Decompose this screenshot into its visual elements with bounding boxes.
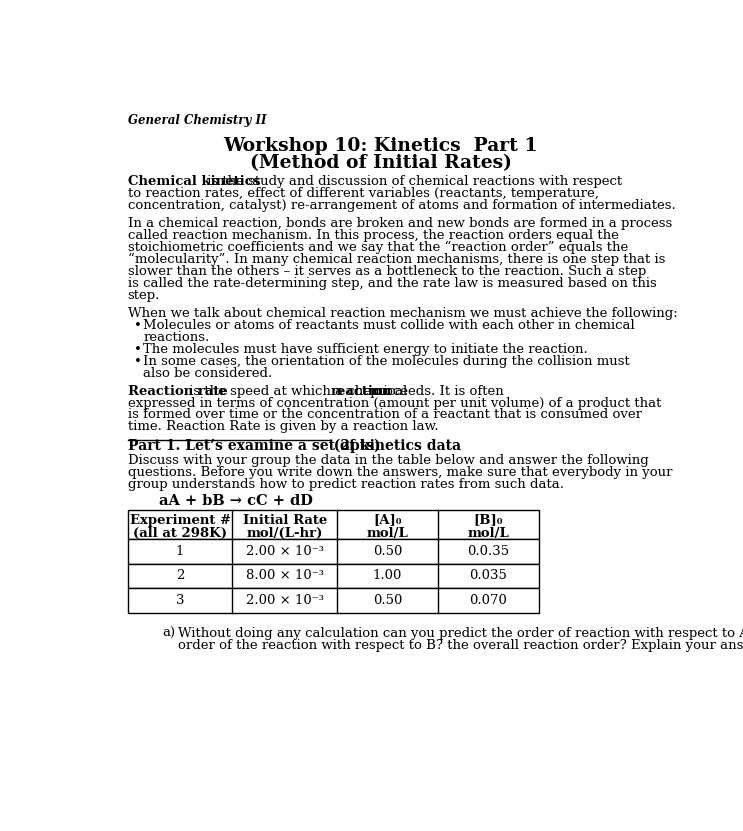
Text: mol/L: mol/L	[467, 527, 509, 539]
Text: also be considered.: also be considered.	[143, 366, 273, 380]
Text: is the speed at which a chemical: is the speed at which a chemical	[185, 385, 412, 397]
Text: step.: step.	[128, 288, 160, 302]
Text: Molecules or atoms of reactants must collide with each other in chemical: Molecules or atoms of reactants must col…	[143, 319, 635, 332]
Text: When we talk about chemical reaction mechanism we must achieve the following:: When we talk about chemical reaction mec…	[128, 307, 678, 320]
Text: stoichiometric coefficients and we say that the “reaction order” equals the: stoichiometric coefficients and we say t…	[128, 241, 628, 254]
Text: to reaction rates, effect of different variables (reactants, temperature,: to reaction rates, effect of different v…	[128, 187, 599, 200]
Text: 1.00: 1.00	[373, 569, 402, 583]
Text: 0.50: 0.50	[373, 594, 402, 607]
Text: slower than the others – it serves as a bottleneck to the reaction. Such a step: slower than the others – it serves as a …	[128, 265, 646, 278]
Text: (2pts): (2pts)	[329, 439, 380, 453]
Text: 2.00 × 10⁻³: 2.00 × 10⁻³	[246, 594, 324, 607]
Text: General Chemistry II: General Chemistry II	[128, 114, 266, 126]
Text: Experiment #: Experiment #	[129, 514, 230, 527]
Text: order of the reaction with respect to B? the overall reaction order? Explain you: order of the reaction with respect to B?…	[178, 639, 743, 652]
Text: 3: 3	[176, 594, 184, 607]
Text: 0.035: 0.035	[469, 569, 507, 583]
Text: 0.50: 0.50	[373, 545, 402, 558]
Text: Reaction rate: Reaction rate	[128, 385, 227, 397]
Text: •: •	[134, 319, 142, 332]
Text: •: •	[134, 355, 142, 367]
Text: 0.070: 0.070	[469, 594, 507, 607]
Text: concentration, catalyst) re-arrangement of atoms and formation of intermediates.: concentration, catalyst) re-arrangement …	[128, 199, 675, 212]
Text: 2: 2	[176, 569, 184, 583]
Text: is called the rate-determining step, and the rate law is measured based on this: is called the rate-determining step, and…	[128, 277, 657, 290]
FancyBboxPatch shape	[128, 588, 539, 613]
Text: proceeds. It is often: proceeds. It is often	[366, 385, 504, 397]
Text: Chemical kinetics: Chemical kinetics	[128, 175, 260, 188]
FancyBboxPatch shape	[128, 563, 539, 588]
Text: [A]₀: [A]₀	[373, 514, 402, 527]
Text: aA + bB → cC + dD: aA + bB → cC + dD	[159, 494, 313, 508]
Text: questions. Before you write down the answers, make sure that everybody in your: questions. Before you write down the ans…	[128, 466, 672, 479]
Text: is formed over time or the concentration of a reactant that is consumed over: is formed over time or the concentration…	[128, 409, 642, 421]
Text: (all at 298K): (all at 298K)	[133, 527, 227, 539]
Text: is the study and discussion of chemical reactions with respect: is the study and discussion of chemical …	[203, 175, 622, 188]
Text: Workshop 10: Kinetics  Part 1: Workshop 10: Kinetics Part 1	[224, 136, 538, 155]
Text: Discuss with your group the data in the table below and answer the following: Discuss with your group the data in the …	[128, 455, 649, 467]
Text: mol/L: mol/L	[366, 527, 408, 539]
Text: •: •	[134, 342, 142, 356]
Text: 8.00 × 10⁻³: 8.00 × 10⁻³	[246, 569, 324, 583]
Text: 0.0.35: 0.0.35	[467, 545, 509, 558]
Text: (Method of Initial Rates): (Method of Initial Rates)	[250, 154, 512, 172]
Text: 2.00 × 10⁻³: 2.00 × 10⁻³	[246, 545, 324, 558]
Text: [B]₀: [B]₀	[473, 514, 503, 527]
Text: reactions.: reactions.	[143, 331, 210, 344]
Text: time. Reaction Rate is given by a reaction law.: time. Reaction Rate is given by a reacti…	[128, 420, 438, 434]
Text: expressed in terms of concentration (amount per unit volume) of a product that: expressed in terms of concentration (amo…	[128, 396, 661, 410]
Text: In a chemical reaction, bonds are broken and new bonds are formed in a process: In a chemical reaction, bonds are broken…	[128, 217, 672, 230]
Text: 1: 1	[176, 545, 184, 558]
FancyBboxPatch shape	[128, 539, 539, 563]
Text: called reaction mechanism. In this process, the reaction orders equal the: called reaction mechanism. In this proce…	[128, 229, 619, 242]
Text: mol/(L-hr): mol/(L-hr)	[247, 527, 323, 539]
Text: reaction: reaction	[331, 385, 392, 397]
Text: The molecules must have sufficient energy to initiate the reaction.: The molecules must have sufficient energ…	[143, 342, 588, 356]
Text: a): a)	[163, 627, 176, 640]
FancyBboxPatch shape	[128, 509, 539, 539]
Text: “molecularity”. In many chemical reaction mechanisms, there is one step that is: “molecularity”. In many chemical reactio…	[128, 253, 665, 266]
Text: group understands how to predict reaction rates from such data.: group understands how to predict reactio…	[128, 478, 564, 491]
Text: Initial Rate: Initial Rate	[242, 514, 327, 527]
Text: Without doing any calculation can you predict the order of reaction with respect: Without doing any calculation can you pr…	[178, 627, 743, 640]
Text: Part 1. Let’s examine a set of kinetics data: Part 1. Let’s examine a set of kinetics …	[128, 439, 461, 453]
Text: In some cases, the orientation of the molecules during the collision must: In some cases, the orientation of the mo…	[143, 355, 630, 367]
